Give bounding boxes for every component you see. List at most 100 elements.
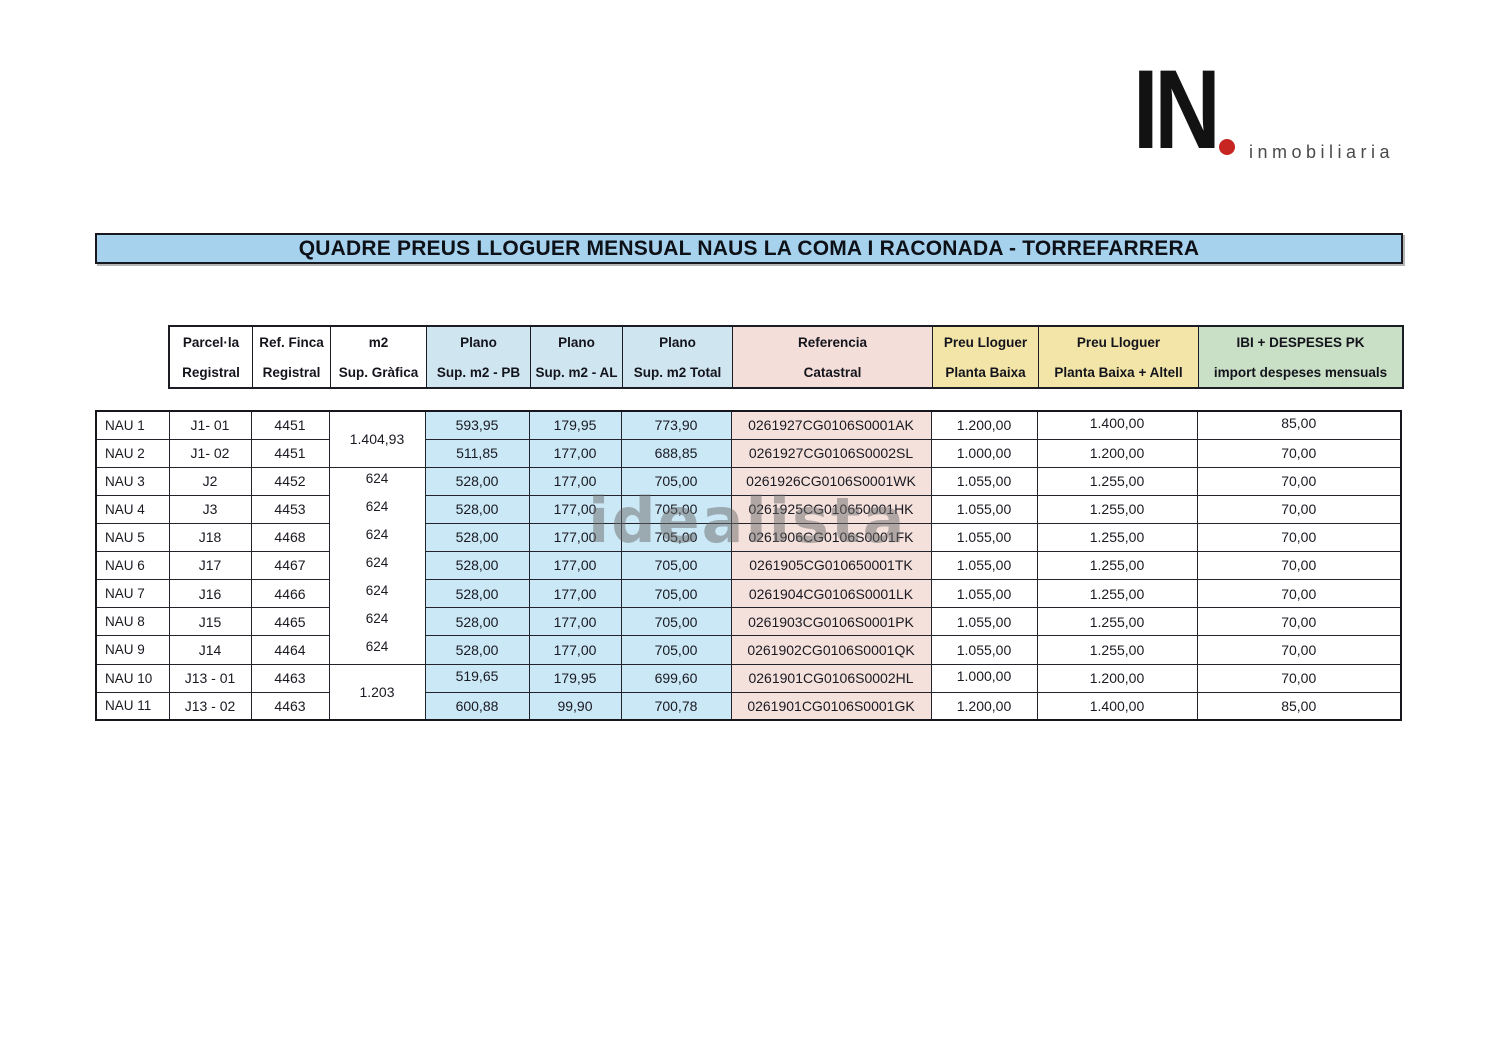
cell-ref-finca: 4453 [250, 494, 330, 524]
cell-catastral: 0261901CG0106S0002HL [730, 663, 932, 693]
cell-preu-alt: 1.400,00 [1036, 410, 1198, 440]
cell-catastral: 0261902CG0106S0001QK [730, 635, 932, 665]
cell-ibi: 70,00 [1196, 579, 1402, 609]
cell-plano-al: 177,00 [528, 522, 622, 552]
m2-value: 624 [365, 498, 389, 514]
cell-ibi: 70,00 [1196, 550, 1402, 581]
cell-preu-alt: 1.255,00 [1036, 522, 1198, 552]
cell-ibi: 85,00 [1196, 410, 1402, 440]
table-row: NAU 11 J13 - 02 4463 600,88 99,90 700,78 02619… [95, 691, 1402, 721]
cell-nau: NAU 10 [95, 663, 170, 693]
cell-plano-total: 705,00 [620, 494, 732, 524]
cell-ref-finca: 4465 [250, 607, 330, 637]
cell-ibi: 70,00 [1196, 466, 1402, 496]
cell-preu-pb: 1.000,00 [930, 663, 1038, 693]
cell-preu-pb: 1.000,00 [930, 438, 1038, 468]
header-m2-sup-grafica: m2 Sup. Gràfica [330, 327, 426, 387]
cell-preu-alt: 1.255,00 [1036, 550, 1198, 581]
header-line2: Registral [262, 365, 321, 380]
cell-parcella: J3 [168, 494, 252, 524]
cell-ref-finca: 4463 [250, 691, 330, 721]
cell-plano-pb: 528,00 [424, 579, 530, 609]
header-preu-planta-baixa-altell: Preu Lloguer Planta Baixa + Altell [1038, 327, 1198, 387]
cell-nau: NAU 3 [95, 466, 170, 496]
cell-preu-alt: 1.255,00 [1036, 466, 1198, 496]
cell-m2-sup-grafica: 1.203 [328, 663, 426, 721]
cell-preu-pb: 1.200,00 [930, 691, 1038, 721]
header-plano-pb: Plano Sup. m2 - PB [426, 327, 530, 387]
header-line2: import despeses mensuals [1213, 365, 1388, 380]
cell-catastral: 0261927CG0106S0002SL [730, 438, 932, 468]
m2-value: 624 [365, 638, 389, 654]
cell-ibi: 70,00 [1196, 494, 1402, 524]
header-preu-planta-baixa: Preu Lloguer Planta Baixa [932, 327, 1038, 387]
m2-value: 624 [365, 470, 389, 486]
cell-preu-pb: 1.055,00 [930, 607, 1038, 637]
table-row: NAU 1 J1- 01 4451 1.404,93 593,95 179,95 773,9… [95, 410, 1402, 468]
cell-ibi: 70,00 [1196, 522, 1402, 552]
cell-plano-total: 699,60 [620, 663, 732, 693]
cell-ref-finca: 4451 [250, 410, 330, 440]
cell-plano-total: 705,00 [620, 466, 732, 496]
logo-in-text: IN [1133, 47, 1221, 172]
cell-m2-sup-grafica: 624 624 624 624 624 624 624 [328, 466, 426, 665]
cell-ref-finca: 4468 [250, 522, 330, 552]
price-table: NAU 1 J1- 01 4451 1.404,93 593,95 179,95 773,9… [95, 410, 1402, 721]
cell-plano-al: 179,95 [528, 410, 622, 440]
cell-plano-al: 99,90 [528, 691, 622, 721]
header-line2: Planta Baixa + Altell [1054, 365, 1183, 380]
cell-ref-finca: 4452 [250, 466, 330, 496]
cell-plano-total: 705,00 [620, 635, 732, 665]
cell-preu-pb: 1.055,00 [930, 635, 1038, 665]
header-line1: Referencia [797, 335, 868, 350]
cell-catastral: 0261904CG0106S0001LK [730, 579, 932, 609]
cell-plano-al: 177,00 [528, 494, 622, 524]
cell-plano-total: 700,78 [620, 691, 732, 721]
cell-plano-pb: 528,00 [424, 522, 530, 552]
cell-plano-total: 705,00 [620, 579, 732, 609]
cell-nau: NAU 4 [95, 494, 170, 524]
table-header: Parcel·la Registral Ref. Finca Registral… [168, 325, 1404, 389]
cell-plano-pb: 528,00 [424, 635, 530, 665]
title-banner: QUADRE PREUS LLOGUER MENSUAL NAUS LA COM… [95, 233, 1403, 264]
header-line1: Plano [558, 335, 595, 350]
header-referencia-catastral: Referencia Catastral [732, 327, 932, 387]
header-ibi-despeses: IBI + DESPESES PK import despeses mensua… [1198, 327, 1402, 387]
cell-plano-pb: 528,00 [424, 550, 530, 581]
cell-preu-alt: 1.200,00 [1036, 663, 1198, 693]
cell-plano-pb: 600,88 [424, 691, 530, 721]
cell-preu-pb: 1.200,00 [930, 410, 1038, 440]
table-row: NAU 6 J17 4467 528,00 177,00 705,00 0261905CG0… [95, 550, 1402, 581]
cell-ibi: 85,00 [1196, 691, 1402, 721]
cell-preu-alt: 1.255,00 [1036, 635, 1198, 665]
m2-value: 624 [365, 582, 389, 598]
table-row: NAU 7 J16 4466 528,00 177,00 705,00 0261904CG0… [95, 579, 1402, 609]
cell-plano-pb: 528,00 [424, 607, 530, 637]
table-row: NAU 3 J2 4452 624 624 624 624 624 624 624 528,00 17… [95, 466, 1402, 665]
header-line2: Catastral [803, 365, 862, 380]
cell-plano-al: 177,00 [528, 550, 622, 581]
cell-ibi: 70,00 [1196, 607, 1402, 637]
cell-preu-pb: 1.055,00 [930, 494, 1038, 524]
cell-plano-total: 705,00 [620, 550, 732, 581]
header-line1: Plano [460, 335, 497, 350]
cell-ibi: 70,00 [1196, 635, 1402, 665]
cell-nau: NAU 1 [95, 410, 170, 440]
table-row: NAU 2 J1- 02 4451 511,85 177,00 688,85 0261927… [95, 438, 1402, 468]
cell-plano-pb: 511,85 [424, 438, 530, 468]
page-title: QUADRE PREUS LLOGUER MENSUAL NAUS LA COM… [298, 236, 1200, 260]
cell-plano-al: 177,00 [528, 579, 622, 609]
cell-preu-pb: 1.055,00 [930, 579, 1038, 609]
cell-plano-pb: 528,00 [424, 494, 530, 524]
cell-preu-pb: 1.055,00 [930, 466, 1038, 496]
cell-plano-al: 179,95 [528, 663, 622, 693]
table-row: NAU 5 J18 4468 528,00 177,00 705,00 0261906CG0… [95, 522, 1402, 552]
cell-catastral: 0261925CG010650001HK [730, 494, 932, 524]
cell-catastral: 0261927CG0106S0001AK [730, 410, 932, 440]
header-line1: Ref. Finca [259, 335, 324, 350]
cell-ref-finca: 4464 [250, 635, 330, 665]
header-parcella-registral: Parcel·la Registral [170, 327, 252, 387]
header-plano-al: Plano Sup. m2 - AL [530, 327, 622, 387]
cell-preu-pb: 1.055,00 [930, 522, 1038, 552]
cell-nau: NAU 11 [95, 691, 170, 721]
